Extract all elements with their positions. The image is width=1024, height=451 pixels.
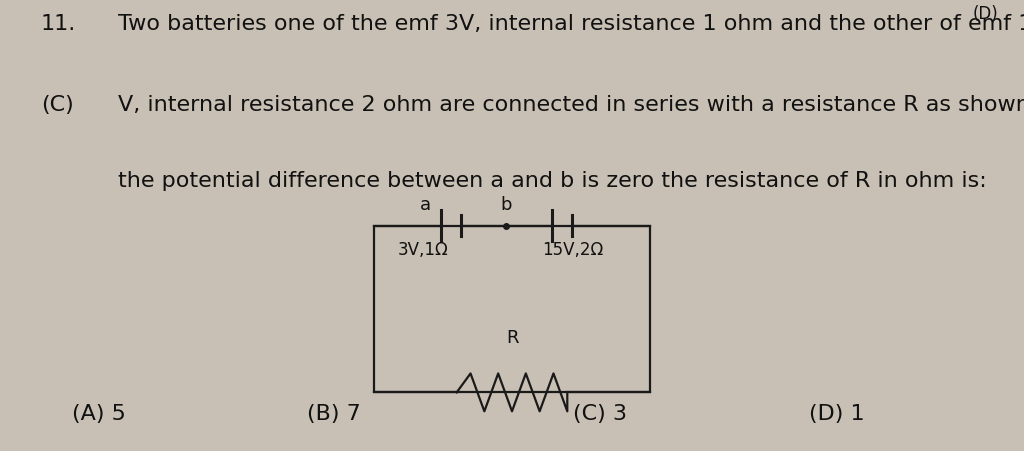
Text: (D) 1: (D) 1 — [809, 404, 864, 424]
Text: Two batteries one of the emf 3V, internal resistance 1 ohm and the other of emf : Two batteries one of the emf 3V, interna… — [118, 14, 1024, 33]
Text: (D): (D) — [973, 5, 998, 23]
Text: b: b — [501, 196, 512, 214]
Text: (C): (C) — [41, 95, 74, 115]
Text: (C) 3: (C) 3 — [573, 404, 628, 424]
Text: V, internal resistance 2 ohm are connected in series with a resistance R as show: V, internal resistance 2 ohm are connect… — [118, 95, 1024, 115]
Text: 11.: 11. — [41, 14, 76, 33]
Text: R: R — [506, 329, 518, 347]
Bar — [374, 226, 650, 392]
Text: a: a — [420, 196, 431, 214]
Text: the potential difference between a and b is zero the resistance of R in ohm is:: the potential difference between a and b… — [118, 171, 986, 191]
Text: 15V,2Ω: 15V,2Ω — [542, 241, 603, 259]
Text: 3V,1Ω: 3V,1Ω — [398, 241, 449, 259]
Text: (A) 5: (A) 5 — [72, 404, 126, 424]
Text: (B) 7: (B) 7 — [307, 404, 360, 424]
